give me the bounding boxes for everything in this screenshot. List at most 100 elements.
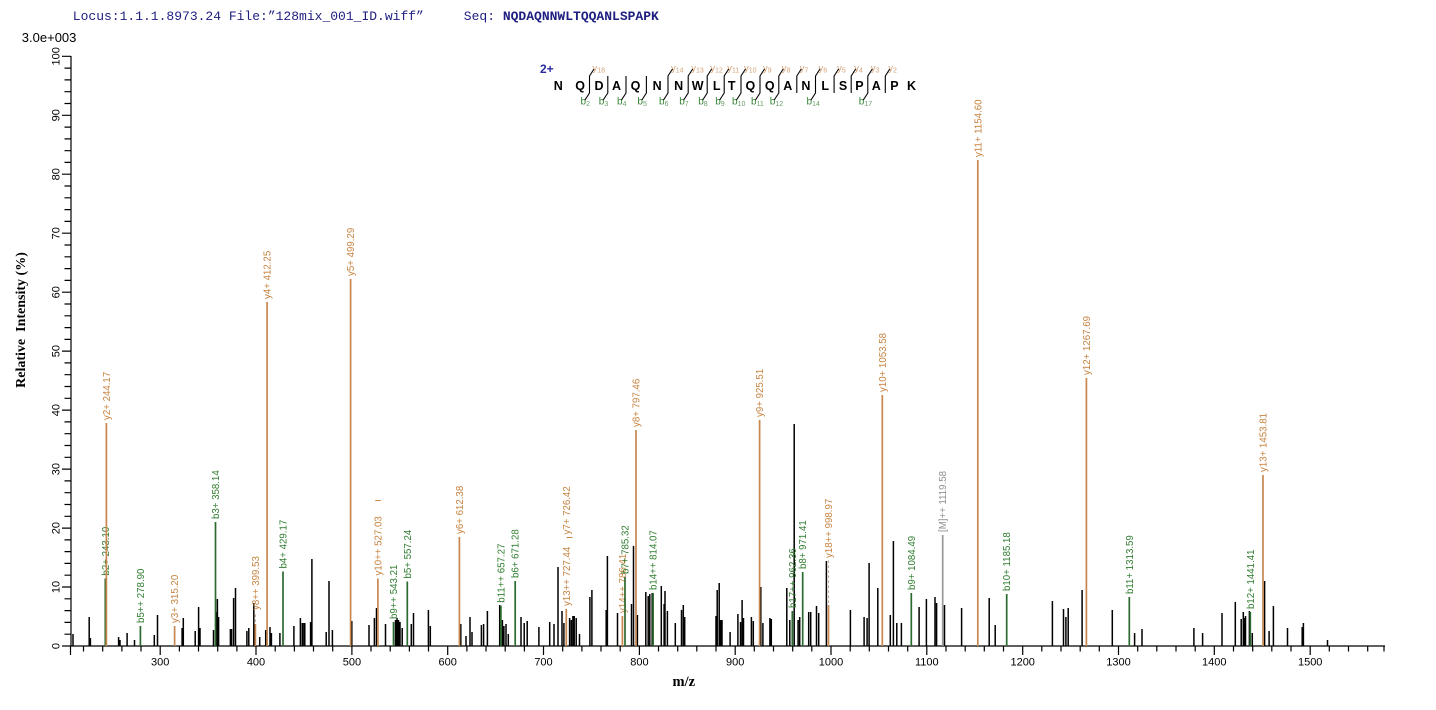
svg-text:y14: y14 — [671, 63, 684, 75]
svg-text:L: L — [713, 79, 721, 93]
svg-text:y3: y3 — [871, 63, 880, 75]
svg-text:900: 900 — [726, 657, 744, 669]
svg-text:y5+ 499.29: y5+ 499.29 — [346, 228, 357, 276]
svg-text:y13: y13 — [691, 63, 704, 75]
svg-text:L: L — [821, 79, 829, 93]
svg-text:b10: b10 — [732, 97, 745, 109]
svg-text:b10+ 1185.18: b10+ 1185.18 — [1002, 532, 1013, 591]
svg-text:b3+ 358.14: b3+ 358.14 — [211, 470, 222, 519]
svg-text:y14++ 786.41: y14++ 786.41 — [618, 554, 629, 613]
svg-text:400: 400 — [247, 657, 265, 669]
svg-text:b8: b8 — [698, 97, 708, 109]
svg-text:b9++ 543.21: b9++ 543.21 — [389, 565, 400, 619]
svg-text:30: 30 — [51, 463, 63, 475]
svg-text:80: 80 — [51, 168, 63, 180]
svg-text:y5: y5 — [837, 63, 846, 75]
svg-text:y7+ 726.42: y7+ 726.42 — [562, 486, 573, 534]
svg-text:y12: y12 — [710, 63, 723, 75]
svg-text:b17: b17 — [859, 97, 872, 109]
svg-text:y6: y6 — [819, 63, 828, 75]
svg-text:b5: b5 — [637, 97, 647, 109]
svg-text:y10: y10 — [744, 63, 757, 75]
svg-text:b5++ 278.90: b5++ 278.90 — [136, 568, 147, 623]
svg-text:y18: y18 — [593, 63, 606, 75]
svg-text:90: 90 — [51, 109, 63, 121]
svg-text:b11++ 657.27: b11++ 657.27 — [496, 544, 507, 603]
svg-text:b6+ 671.28: b6+ 671.28 — [511, 529, 522, 578]
svg-text:b14: b14 — [807, 97, 820, 109]
svg-text:300: 300 — [151, 657, 169, 669]
svg-text:b9: b9 — [715, 97, 725, 109]
svg-text:m/z: m/z — [673, 674, 696, 690]
svg-text:800: 800 — [630, 657, 648, 669]
svg-text:S: S — [839, 79, 847, 93]
svg-text:40: 40 — [51, 404, 63, 416]
svg-text:P: P — [890, 79, 898, 93]
svg-text:10: 10 — [51, 581, 63, 593]
svg-text:b11: b11 — [751, 97, 764, 109]
svg-text:2+: 2+ — [540, 62, 554, 76]
svg-text:1200: 1200 — [1010, 657, 1034, 669]
svg-text:60: 60 — [51, 286, 63, 298]
svg-text:T: T — [728, 79, 736, 93]
svg-text:y8++ 399.53: y8++ 399.53 — [251, 556, 262, 610]
svg-text:600: 600 — [439, 657, 457, 669]
svg-text:Locus:1.1.1.8973.24 File:”128m: Locus:1.1.1.8973.24 File:”128mix_001_ID.… — [73, 9, 659, 24]
svg-text:b4: b4 — [617, 97, 627, 109]
svg-text:y13++ 727.44: y13++ 727.44 — [562, 546, 573, 606]
svg-text:Q: Q — [765, 79, 775, 93]
svg-text:b11+ 1313.59: b11+ 1313.59 — [1125, 535, 1136, 594]
svg-text:y11: y11 — [727, 63, 739, 75]
svg-text:y12+ 1267.69: y12+ 1267.69 — [1082, 316, 1093, 375]
svg-text:1100: 1100 — [915, 657, 939, 669]
svg-text:b12: b12 — [770, 97, 783, 109]
svg-text:K: K — [907, 79, 916, 93]
svg-text:b3: b3 — [599, 97, 609, 109]
svg-text:y10+ 1053.58: y10+ 1053.58 — [878, 333, 889, 392]
svg-text:N: N — [801, 79, 810, 93]
svg-text:20: 20 — [51, 522, 63, 534]
svg-text:Q: Q — [631, 79, 641, 93]
svg-text:0: 0 — [51, 643, 63, 649]
svg-text:1000: 1000 — [819, 657, 843, 669]
svg-text:y7: y7 — [800, 63, 809, 75]
svg-text:70: 70 — [51, 227, 63, 239]
svg-text:N: N — [653, 79, 662, 93]
svg-text:1400: 1400 — [1202, 657, 1226, 669]
svg-text:1500: 1500 — [1298, 657, 1322, 669]
svg-text:y4: y4 — [854, 63, 863, 75]
svg-text:y10++ 527.03: y10++ 527.03 — [373, 516, 384, 575]
svg-text:b7: b7 — [679, 97, 689, 109]
svg-text:1300: 1300 — [1106, 657, 1130, 669]
svg-text:y6+ 612.38: y6+ 612.38 — [455, 486, 466, 534]
svg-text:b7+ 785.32: b7+ 785.32 — [621, 525, 632, 574]
svg-text:y11+ 1154.60: y11+ 1154.60 — [973, 99, 984, 157]
svg-text:Q: Q — [746, 79, 756, 93]
svg-text:N: N — [554, 79, 563, 93]
svg-text:500: 500 — [343, 657, 361, 669]
svg-text:A: A — [783, 79, 792, 93]
svg-text:y8: y8 — [782, 63, 791, 75]
svg-text:b17++ 962.36: b17++ 962.36 — [788, 548, 799, 608]
svg-text:D: D — [594, 79, 603, 93]
svg-text:y18++ 998.97: y18++ 998.97 — [824, 499, 835, 558]
svg-text:50: 50 — [51, 345, 63, 357]
svg-text:Q: Q — [575, 79, 585, 93]
svg-text:y3+ 315.20: y3+ 315.20 — [170, 574, 181, 623]
svg-text:b12+ 1441.41: b12+ 1441.41 — [1246, 549, 1257, 609]
svg-text:y9: y9 — [763, 63, 772, 75]
svg-text:A: A — [872, 79, 881, 93]
svg-text:N: N — [674, 79, 683, 93]
svg-text:b14++ 814.07: b14++ 814.07 — [649, 530, 660, 590]
svg-text:b2: b2 — [581, 97, 591, 109]
svg-text:A: A — [612, 79, 621, 93]
svg-text:3.0e+003: 3.0e+003 — [22, 30, 77, 45]
svg-text:[M]++ 1119.58: [M]++ 1119.58 — [938, 471, 949, 532]
svg-text:y2: y2 — [888, 63, 897, 75]
svg-text:b9+ 1084.49: b9+ 1084.49 — [907, 536, 918, 590]
svg-text:b6: b6 — [659, 97, 669, 109]
svg-text:Relative Intensity (%): Relative Intensity (%) — [14, 252, 29, 388]
svg-text:W: W — [692, 79, 704, 93]
svg-text:y8+ 797.46: y8+ 797.46 — [632, 379, 643, 427]
svg-text:100: 100 — [51, 47, 63, 65]
